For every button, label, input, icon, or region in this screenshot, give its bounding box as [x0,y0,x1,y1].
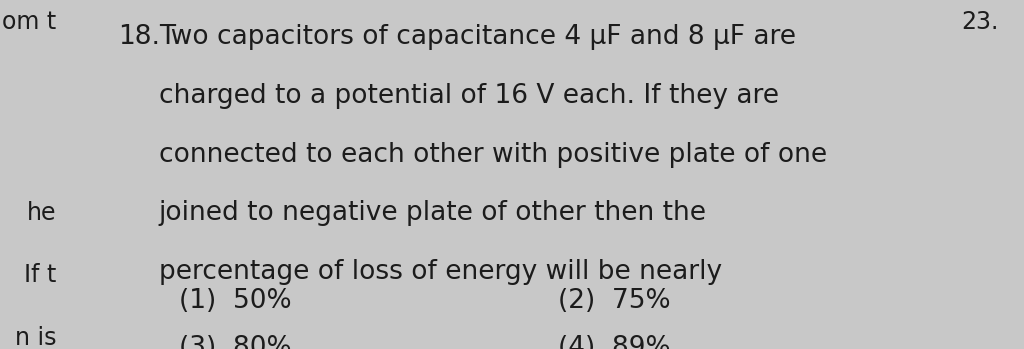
Text: (2)  75%: (2) 75% [558,288,671,314]
Text: n is: n is [14,326,56,349]
Text: (4)  89%: (4) 89% [558,335,671,349]
Text: 23.: 23. [962,10,998,35]
Text: 18.: 18. [118,24,160,50]
Text: joined to negative plate of other then the: joined to negative plate of other then t… [159,200,707,226]
Text: charged to a potential of 16 V each. If they are: charged to a potential of 16 V each. If … [159,83,778,109]
Text: om t: om t [2,10,56,35]
Text: connected to each other with positive plate of one: connected to each other with positive pl… [159,142,826,168]
Text: (3)  80%: (3) 80% [179,335,292,349]
Text: he: he [27,201,56,225]
Text: Two capacitors of capacitance 4 μF and 8 μF are: Two capacitors of capacitance 4 μF and 8… [159,24,796,50]
Text: percentage of loss of energy will be nearly: percentage of loss of energy will be nea… [159,259,722,285]
Text: If t: If t [24,263,56,288]
Text: (1)  50%: (1) 50% [179,288,292,314]
